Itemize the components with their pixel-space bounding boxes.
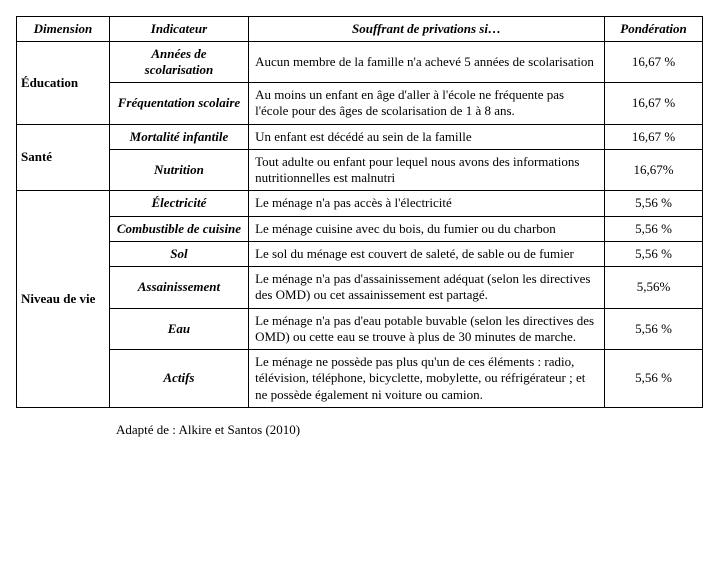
dimension-cell: Éducation — [17, 42, 110, 125]
ponderation-cell: 16,67 % — [604, 124, 702, 149]
dimension-cell: Niveau de vie — [17, 191, 110, 408]
table-row: SantéMortalité infantileUn enfant est dé… — [17, 124, 703, 149]
indicateur-cell: Électricité — [109, 191, 248, 216]
description-cell: Le ménage n'a pas d'eau potable buvable … — [249, 308, 605, 350]
description-cell: Le ménage n'a pas d'assainissement adéqu… — [249, 267, 605, 309]
indicateur-cell: Sol — [109, 241, 248, 266]
description-cell: Aucun membre de la famille n'a achevé 5 … — [249, 42, 605, 83]
ponderation-cell: 5,56 % — [604, 241, 702, 266]
table-row: EauLe ménage n'a pas d'eau potable buvab… — [17, 308, 703, 350]
table-row: Niveau de vieÉlectricitéLe ménage n'a pa… — [17, 191, 703, 216]
description-cell: Le ménage cuisine avec du bois, du fumie… — [249, 216, 605, 241]
dimension-cell: Santé — [17, 124, 110, 191]
table-row: ÉducationAnnées de scolarisationAucun me… — [17, 42, 703, 83]
header-dimension: Dimension — [17, 17, 110, 42]
description-cell: Le ménage ne possède pas plus qu'un de c… — [249, 350, 605, 408]
table-header-row: Dimension Indicateur Souffrant de privat… — [17, 17, 703, 42]
header-ponderation: Pondération — [604, 17, 702, 42]
indicateur-cell: Assainissement — [109, 267, 248, 309]
header-indicateur: Indicateur — [109, 17, 248, 42]
ponderation-cell: 16,67 % — [604, 42, 702, 83]
description-cell: Le ménage n'a pas accès à l'électricité — [249, 191, 605, 216]
ponderation-cell: 5,56 % — [604, 216, 702, 241]
description-cell: Un enfant est décédé au sein de la famil… — [249, 124, 605, 149]
ponderation-cell: 5,56 % — [604, 350, 702, 408]
table-body: ÉducationAnnées de scolarisationAucun me… — [17, 42, 703, 408]
indicateur-cell: Actifs — [109, 350, 248, 408]
ponderation-cell: 16,67 % — [604, 83, 702, 125]
ponderation-cell: 5,56 % — [604, 308, 702, 350]
description-cell: Au moins un enfant en âge d'aller à l'éc… — [249, 83, 605, 125]
table-row: ActifsLe ménage ne possède pas plus qu'u… — [17, 350, 703, 408]
description-cell: Le sol du ménage est couvert de saleté, … — [249, 241, 605, 266]
indicateur-cell: Nutrition — [109, 149, 248, 191]
description-cell: Tout adulte ou enfant pour lequel nous a… — [249, 149, 605, 191]
indicateur-cell: Fréquentation scolaire — [109, 83, 248, 125]
table-row: NutritionTout adulte ou enfant pour lequ… — [17, 149, 703, 191]
indicateur-cell: Années de scolarisation — [109, 42, 248, 83]
ponderation-cell: 5,56% — [604, 267, 702, 309]
ponderation-cell: 16,67% — [604, 149, 702, 191]
deprivation-table: Dimension Indicateur Souffrant de privat… — [16, 16, 703, 408]
indicateur-cell: Mortalité infantile — [109, 124, 248, 149]
indicateur-cell: Eau — [109, 308, 248, 350]
indicateur-cell: Combustible de cuisine — [109, 216, 248, 241]
header-description: Souffrant de privations si… — [249, 17, 605, 42]
ponderation-cell: 5,56 % — [604, 191, 702, 216]
table-row: SolLe sol du ménage est couvert de salet… — [17, 241, 703, 266]
table-row: Fréquentation scolaireAu moins un enfant… — [17, 83, 703, 125]
table-row: AssainissementLe ménage n'a pas d'assain… — [17, 267, 703, 309]
table-row: Combustible de cuisineLe ménage cuisine … — [17, 216, 703, 241]
source-caption: Adapté de : Alkire et Santos (2010) — [116, 422, 703, 438]
